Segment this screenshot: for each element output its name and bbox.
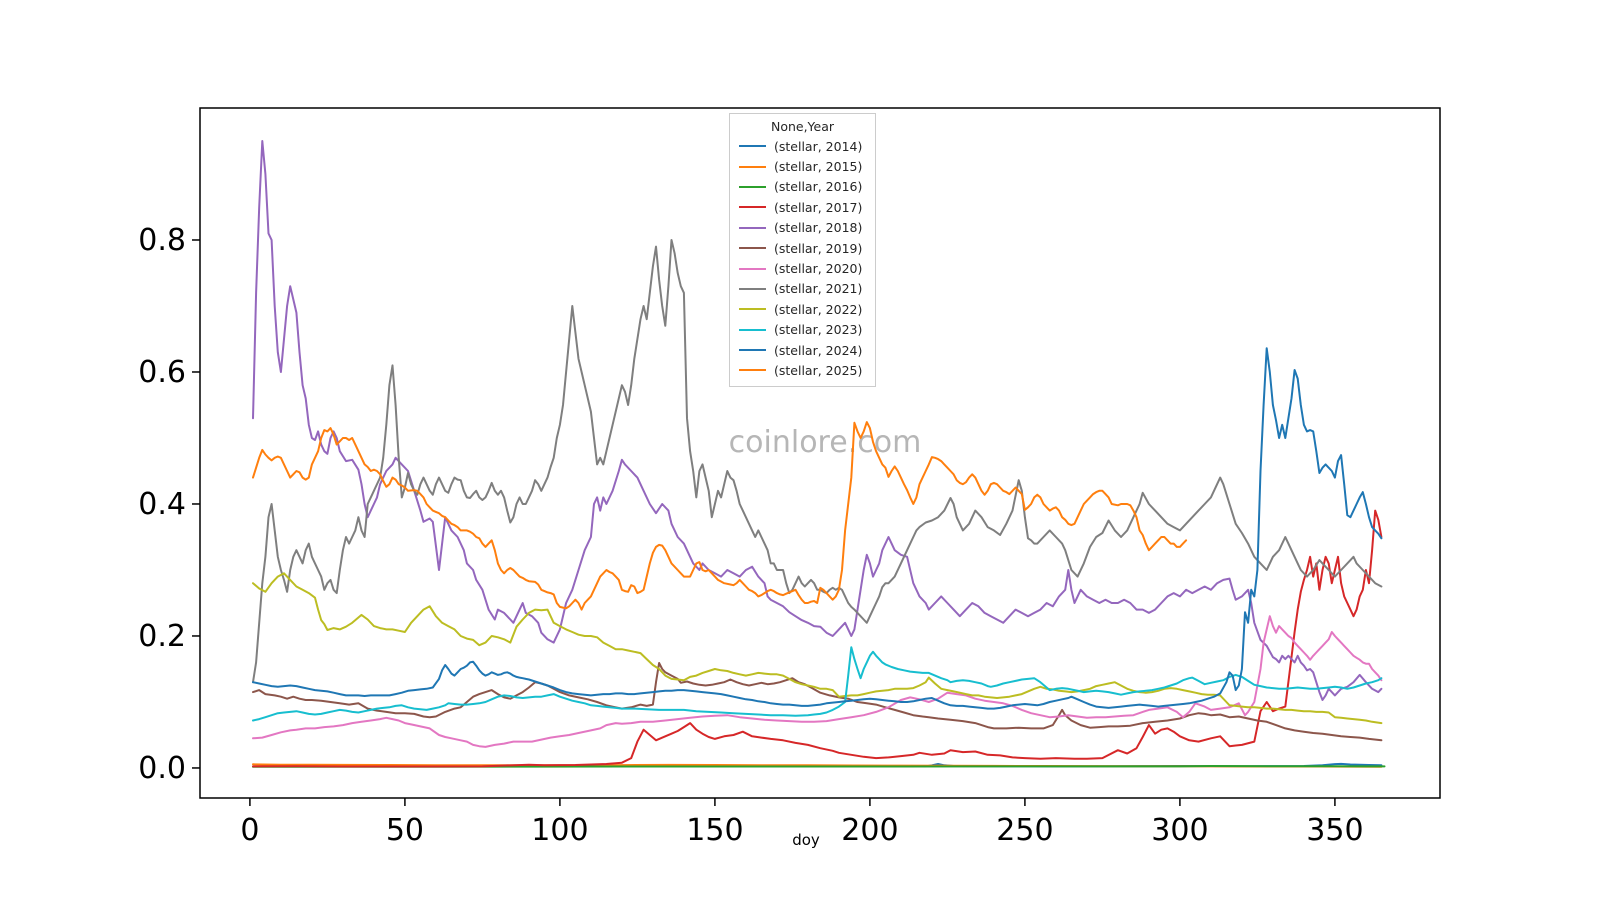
- legend-item-label: (stellar, 2020): [774, 261, 863, 277]
- legend-line-swatch: [739, 308, 766, 311]
- chart-line-2023: [252, 646, 1383, 722]
- legend-line-swatch: [739, 247, 766, 250]
- y-axis-tick-label: 0.2: [138, 619, 186, 654]
- x-axis-label: doy: [792, 831, 820, 849]
- plot-frame: [199, 107, 1441, 799]
- x-axis-tick-label: 350: [1306, 813, 1363, 848]
- legend-item: (stellar, 2019): [730, 238, 875, 258]
- legend-item-label: (stellar, 2023): [774, 322, 863, 338]
- legend-item: (stellar, 2015): [730, 156, 875, 176]
- legend-item-label: (stellar, 2015): [774, 159, 863, 175]
- chart-line-2016: [252, 765, 1386, 768]
- chart-line-2024: [252, 347, 1383, 710]
- legend-item: (stellar, 2017): [730, 197, 875, 217]
- legend-item: (stellar, 2021): [730, 279, 875, 299]
- legend-line-swatch: [739, 165, 766, 168]
- legend-item-label: (stellar, 2025): [774, 362, 863, 378]
- legend-line-swatch: [739, 328, 766, 331]
- legend-item-label: (stellar, 2024): [774, 342, 863, 358]
- x-axis-tick-label: 50: [386, 813, 424, 848]
- legend-line-swatch: [739, 206, 766, 209]
- legend-item-label: (stellar, 2022): [774, 301, 863, 317]
- legend-item: (stellar, 2025): [730, 360, 875, 380]
- legend-item-label: (stellar, 2014): [774, 138, 863, 154]
- legend-line-swatch: [739, 287, 766, 290]
- x-axis-tick-label: 0: [240, 813, 259, 848]
- legend-item: (stellar, 2023): [730, 320, 875, 340]
- legend-item-label: (stellar, 2017): [774, 199, 863, 215]
- chart-line-2019: [252, 662, 1383, 742]
- legend-item: (stellar, 2020): [730, 258, 875, 278]
- legend-line-swatch: [739, 226, 766, 229]
- y-axis-tick-label: 0.6: [138, 355, 186, 390]
- x-axis-tick-label: 100: [531, 813, 588, 848]
- legend-item-label: (stellar, 2019): [774, 240, 863, 256]
- x-axis-tick-label: 300: [1151, 813, 1208, 848]
- legend-line-swatch: [739, 145, 766, 148]
- legend-line-swatch: [739, 267, 766, 270]
- chart-line-2025: [252, 421, 1188, 611]
- legend-item: (stellar, 2018): [730, 218, 875, 238]
- legend-line-swatch: [739, 369, 766, 372]
- legend-item: (stellar, 2016): [730, 177, 875, 197]
- legend-item: (stellar, 2022): [730, 299, 875, 319]
- chart-line-2017: [252, 509, 1383, 768]
- legend-item-label: (stellar, 2016): [774, 179, 863, 195]
- chart-line-2020: [252, 615, 1383, 748]
- legend: None,Year (stellar, 2014) (stellar, 2015)…: [729, 113, 876, 387]
- y-axis-tick-label: 0.8: [138, 223, 186, 258]
- legend-item-label: (stellar, 2021): [774, 281, 863, 297]
- y-axis-tick-label: 0.0: [138, 751, 186, 786]
- y-axis-tick-label: 0.4: [138, 487, 186, 522]
- watermark: coinlore.com: [729, 425, 922, 460]
- legend-item: (stellar, 2014): [730, 136, 875, 156]
- legend-title: None,Year: [770, 119, 835, 134]
- legend-item-label: (stellar, 2018): [774, 220, 863, 236]
- legend-item: (stellar, 2024): [730, 340, 875, 360]
- legend-line-swatch: [739, 185, 766, 188]
- legend-line-swatch: [739, 349, 766, 352]
- x-axis-tick-label: 200: [841, 813, 898, 848]
- x-axis-tick-label: 250: [996, 813, 1053, 848]
- chart-line-2018: [252, 140, 1383, 701]
- chart-line-2022: [252, 572, 1383, 725]
- x-axis-tick-label: 150: [686, 813, 743, 848]
